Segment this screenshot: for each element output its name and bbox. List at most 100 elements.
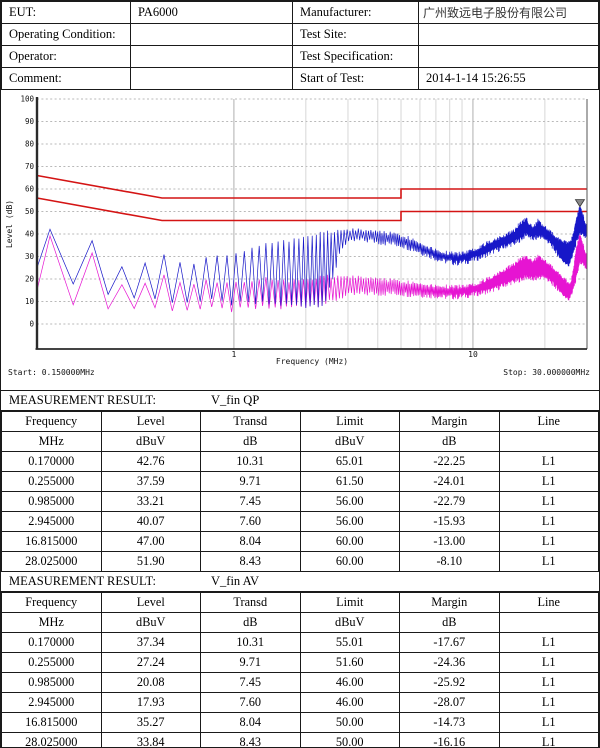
cell: 0.985000 [1, 672, 102, 693]
unit-cell: MHz [1, 612, 102, 633]
column-header: Margin [399, 592, 500, 613]
x-tick-label: 10 [468, 350, 478, 359]
cell: -14.73 [399, 712, 500, 733]
table-row: 0.985000 20.08 7.45 46.00 -25.92 L1 [1, 672, 599, 693]
cell: 47.00 [100, 531, 201, 552]
cell: 28.025000 [1, 551, 102, 572]
cell: L1 [498, 491, 599, 512]
av-results-table: Frequency Level Transd Limit Margin Line… [1, 592, 599, 747]
measurement-section-av: MEASUREMENT RESULT: V_fin AV Frequency L… [1, 572, 599, 747]
unit-cell: dBuV [299, 612, 400, 633]
cell: 0.170000 [1, 451, 102, 472]
y-tick-label: 30 [25, 252, 35, 261]
manufacturer-value: 广州致远电子股份有限公司 [418, 1, 599, 24]
peak-marker [574, 199, 586, 208]
operating-condition-label: Operating Condition: [1, 23, 131, 46]
table-row: 0.255000 27.24 9.71 51.60 -24.36 L1 [1, 652, 599, 673]
operating-condition-value [130, 23, 293, 46]
cell: 8.04 [200, 531, 301, 552]
cell: L1 [498, 551, 599, 572]
unit-row: MHz dBuV dB dBuV dB [1, 612, 599, 633]
cell: L1 [498, 511, 599, 532]
cell: -22.79 [399, 491, 500, 512]
cell: L1 [498, 652, 599, 673]
y-tick-label: 50 [25, 207, 35, 216]
cell: 10.31 [200, 632, 301, 653]
unit-cell: dBuV [100, 431, 201, 452]
column-header-row: Frequency Level Transd Limit Margin Line [1, 592, 599, 613]
cell: 35.27 [100, 712, 201, 733]
cell: -17.67 [399, 632, 500, 653]
x-tick-label: 1 [232, 350, 237, 359]
comment-value [130, 67, 293, 90]
measurement-result-label: MEASUREMENT RESULT: [9, 393, 156, 407]
manufacturer-label: Manufacturer: [292, 1, 419, 24]
table-row: 16.815000 35.27 8.04 50.00 -14.73 L1 [1, 712, 599, 733]
cell: 0.255000 [1, 652, 102, 673]
start-frequency-label: Start: 0.150000MHz [8, 368, 95, 377]
signal-trace [36, 206, 588, 309]
section-title: MEASUREMENT RESULT: V_fin QP [1, 391, 599, 411]
cell: 60.00 [299, 531, 400, 552]
cell: -22.25 [399, 451, 500, 472]
cell: L1 [498, 672, 599, 693]
cell: 8.43 [200, 732, 301, 747]
column-header: Transd [200, 592, 301, 613]
unit-row: MHz dBuV dB dBuV dB [1, 431, 599, 452]
signal-trace [36, 234, 588, 313]
cell: 56.00 [299, 491, 400, 512]
cell: L1 [498, 451, 599, 472]
operator-value [130, 45, 293, 68]
trace-name: V_fin QP [211, 393, 260, 407]
cell: 10.31 [200, 451, 301, 472]
unit-cell [498, 612, 599, 633]
cell: 0.255000 [1, 471, 102, 492]
cell: L1 [498, 712, 599, 733]
cell: 51.90 [100, 551, 201, 572]
start-of-test-value: 2014-1-14 15:26:55 [418, 67, 599, 90]
y-tick-label: 10 [25, 297, 35, 306]
cell: 33.21 [100, 491, 201, 512]
cell: 33.84 [100, 732, 201, 747]
stop-frequency-label: Stop: 30.000000MHz [503, 368, 590, 377]
column-header: Frequency [1, 592, 102, 613]
table-row: 0.170000 37.34 10.31 55.01 -17.67 L1 [1, 632, 599, 653]
y-tick-label: 60 [25, 185, 35, 194]
cell: 61.50 [299, 471, 400, 492]
cell: -8.10 [399, 551, 500, 572]
unit-cell [498, 431, 599, 452]
comment-label: Comment: [1, 67, 131, 90]
limit-line [36, 174, 587, 199]
cell: L1 [498, 632, 599, 653]
cell: -24.36 [399, 652, 500, 673]
cell: 7.45 [200, 491, 301, 512]
y-tick-label: 100 [20, 95, 34, 104]
cell: 42.76 [100, 451, 201, 472]
cell: L1 [498, 471, 599, 492]
operator-label: Operator: [1, 45, 131, 68]
cell: 9.71 [200, 471, 301, 492]
header-table: EUT: PA6000 Manufacturer: 广州致远电子股份有限公司 O… [1, 1, 599, 90]
cell: 50.00 [299, 712, 400, 733]
header-row: Comment: Start of Test: 2014-1-14 15:26:… [1, 67, 599, 90]
y-tick-label: 40 [25, 230, 35, 239]
cell: 60.00 [299, 551, 400, 572]
column-header: Frequency [1, 411, 102, 432]
column-header: Transd [200, 411, 301, 432]
column-header: Line [498, 592, 599, 613]
cell: 9.71 [200, 652, 301, 673]
cell: -25.92 [399, 672, 500, 693]
y-tick-label: 20 [25, 275, 35, 284]
qp-results-table: Frequency Level Transd Limit Margin Line… [1, 411, 599, 572]
header-row: Operating Condition: Test Site: [1, 23, 599, 46]
y-tick-label: 80 [25, 140, 35, 149]
unit-cell: dBuV [100, 612, 201, 633]
measurement-result-label: MEASUREMENT RESULT: [9, 574, 156, 588]
y-axis-title: Level (dB) [5, 200, 14, 248]
emissions-chart-panel: 0 10 20 30 40 50 60 70 80 90 100 1 10 Level (dB) Frequ… [1, 90, 599, 391]
x-axis-title: Frequency (MHz) [276, 357, 348, 366]
cell: L1 [498, 531, 599, 552]
test-site-label: Test Site: [292, 23, 419, 46]
cell: 8.43 [200, 551, 301, 572]
